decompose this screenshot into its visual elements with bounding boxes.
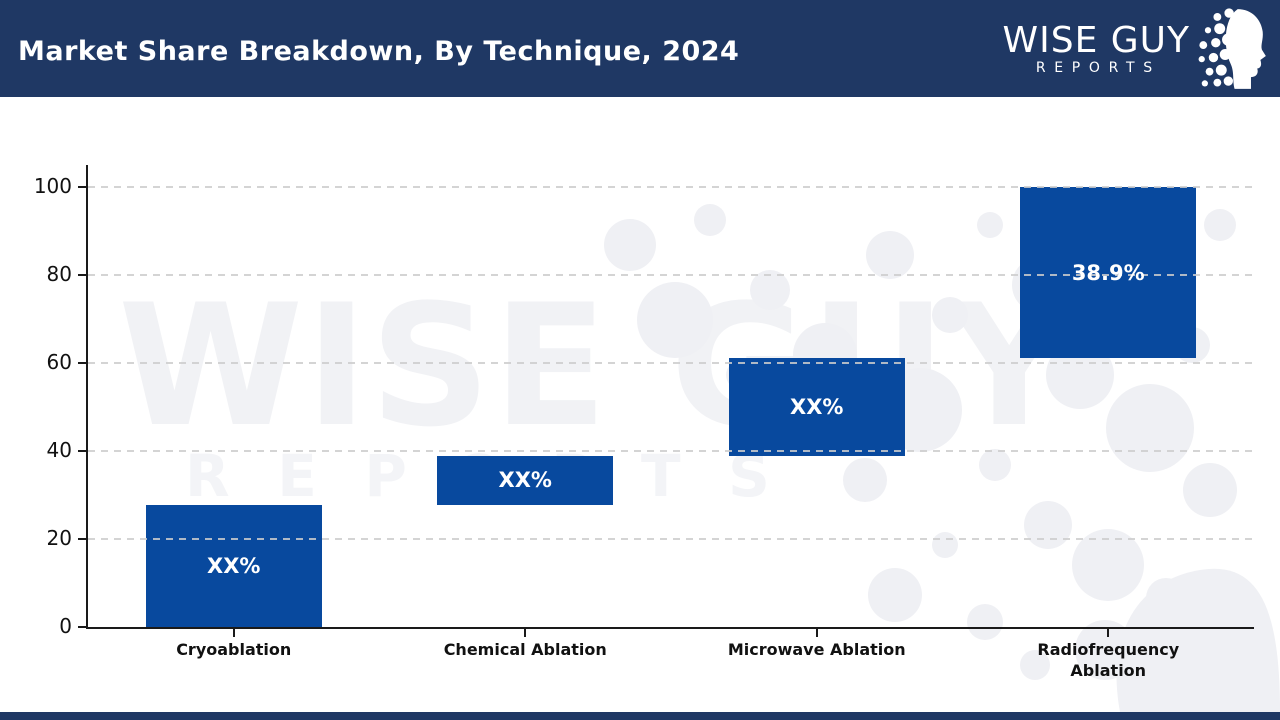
gridline-y-80 [88,274,1254,276]
bar-cryoablation [145,504,322,627]
y-tick-mark [78,362,86,364]
bar-value-label: XX% [207,553,261,578]
gridline-y-40 [88,450,1254,452]
bar-value-label: XX% [790,395,844,419]
y-axis-tick-label: 100 [33,174,72,198]
y-axis-tick-label: 40 [46,438,72,462]
y-tick-mark [78,186,86,188]
x-axis-label: Chemical Ablation [443,640,607,659]
footer-bar [0,712,1280,720]
logo-text: WISE GUY REPORTS [1003,22,1191,76]
logo-wiseguy-label: WISE GUY [1002,20,1190,62]
gridline-y-100 [88,186,1254,188]
x-tick-mark [815,629,818,637]
bar-value-label: 38.9% [1071,260,1145,285]
gridline-y-20 [88,538,1254,540]
y-axis-line [86,165,88,629]
x-tick-mark [232,629,235,637]
bar-radiofrequency-ablation [1020,187,1197,359]
y-axis-tick-label: 20 [46,526,72,550]
bar-microwave-ablation [728,358,905,456]
x-axis-label: Microwave Ablation [727,640,906,659]
y-tick-mark [78,274,86,276]
y-tick-mark [78,626,86,628]
gridline-y-60 [88,362,1254,364]
bar-chemical-ablation [437,455,614,505]
x-tick-mark [1107,629,1110,637]
wise-guy-reports-logo: WISE GUY REPORTS [1003,4,1274,94]
y-tick-mark [78,538,86,540]
y-axis-tick-label: 0 [59,614,72,638]
chart-title: Market Share Breakdown, By Technique, 20… [18,36,740,67]
header-bar: Market Share Breakdown, By Technique, 20… [0,0,1280,97]
logo-reports-label: REPORTS [1035,59,1161,76]
x-axis-label: Radiofrequency Ablation [1037,640,1180,680]
x-tick-mark [524,629,527,637]
y-tick-mark [78,450,86,452]
x-axis-line [86,627,1254,629]
y-axis-tick-label: 60 [46,350,72,374]
y-axis-tick-label: 80 [46,262,72,286]
x-axis-label: Cryoablation [176,640,292,659]
logo-head-icon [1198,8,1266,89]
bar-value-label: XX% [498,468,552,493]
